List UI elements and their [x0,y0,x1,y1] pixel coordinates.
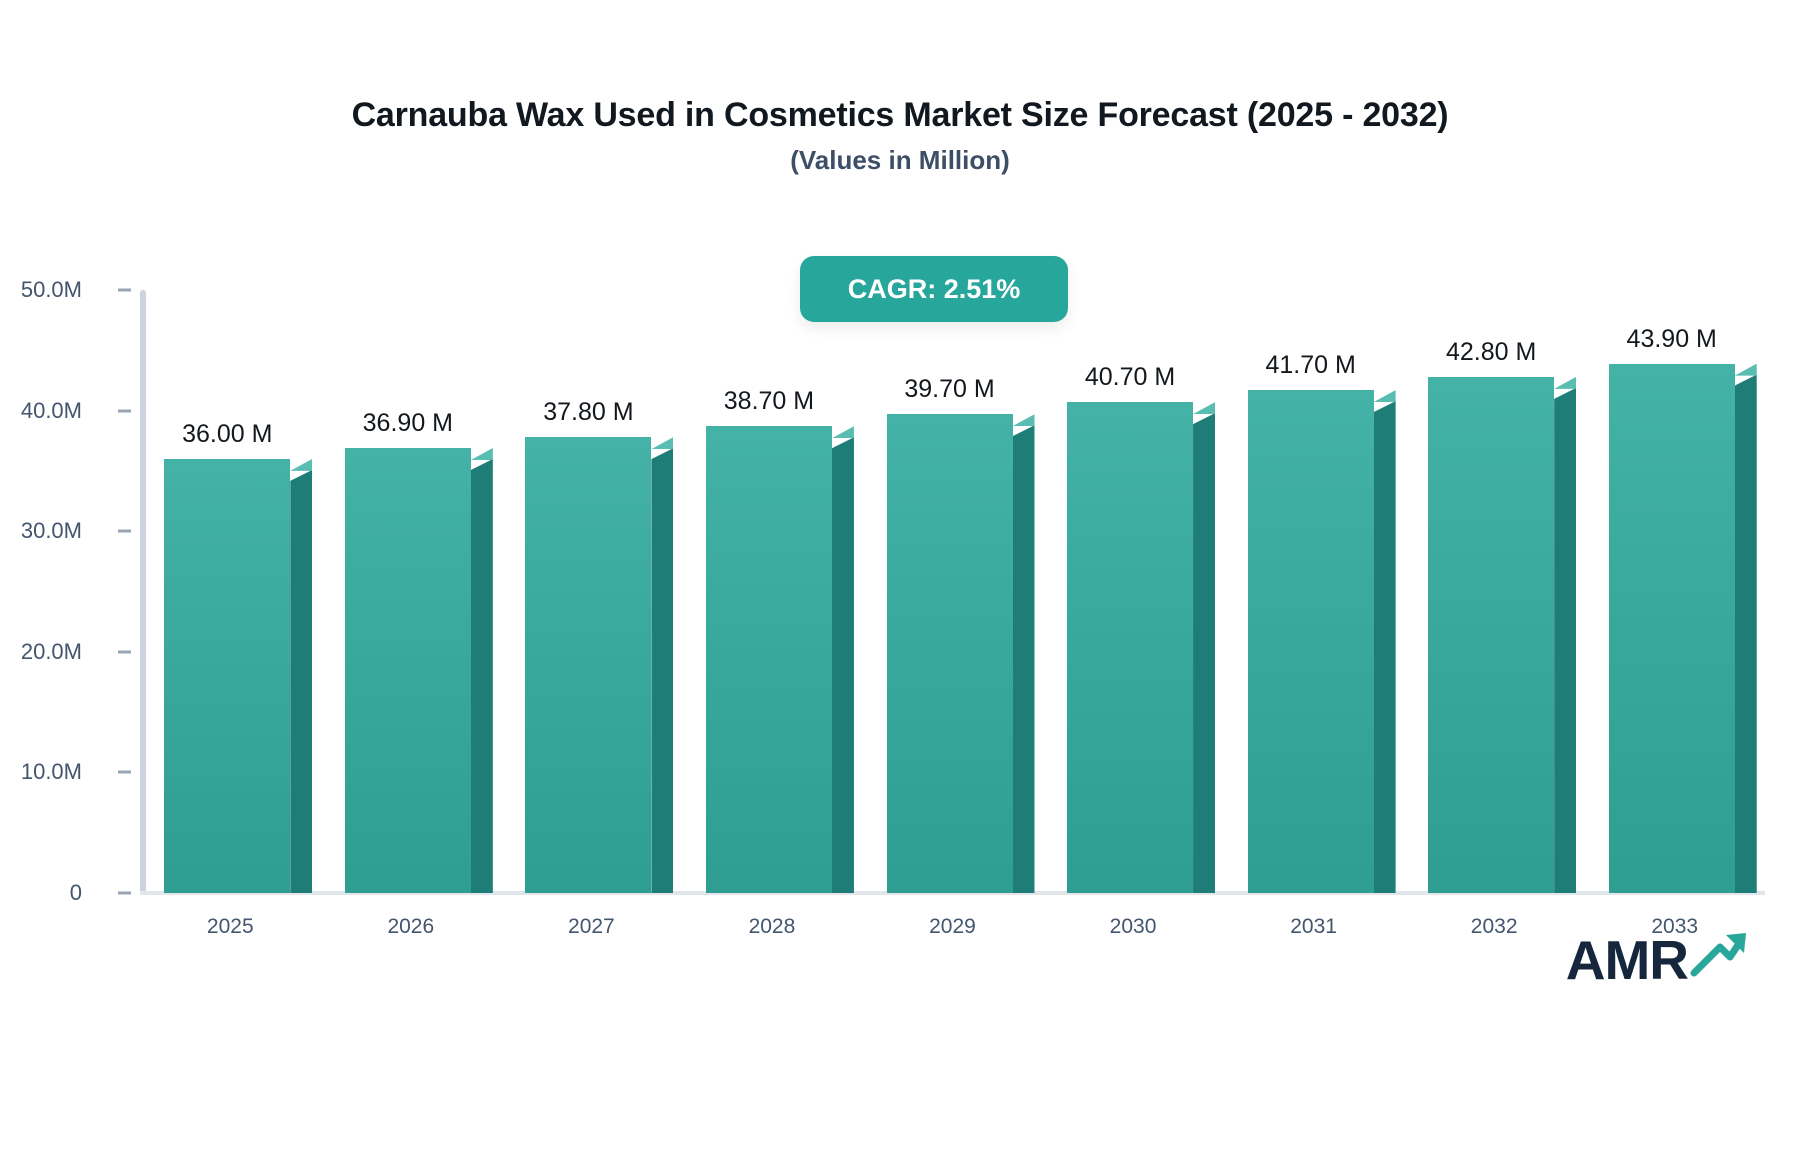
bar-column[interactable]: 41.70 M [1247,351,1396,893]
bar-value-label: 39.70 M [904,375,995,404]
bar-column[interactable]: 37.80 M [525,398,674,893]
y-axis-tick-mark [118,529,131,533]
bar-column[interactable]: 36.00 M [164,420,313,893]
bar-side-face [831,437,854,893]
bar-shape: 38.70 M [705,387,854,893]
bar-column[interactable]: 43.90 M [1608,325,1757,893]
x-axis-line [140,891,1765,895]
bar-shape: 39.70 M [886,375,1035,893]
x-axis-tick-label: 2027 [568,915,615,938]
bar-series: 36.00 M 36.90 M 37.80 M 38.70 M 39.70 M 40.70… [140,290,1765,893]
bar-column[interactable]: 40.70 M [1067,363,1216,893]
bar-value-label: 36.00 M [182,419,273,448]
growth-arrow-icon [1690,929,1748,982]
bar-top-face [1734,363,1757,376]
bar-value-label: 43.90 M [1626,324,1717,353]
bar-shape: 43.90 M [1608,325,1757,893]
y-axis-line [140,290,146,893]
y-axis-tick-label: 50.0M [20,277,82,302]
x-axis-tick-label: 2031 [1290,915,1337,938]
y-axis-tick-mark [118,409,131,413]
bar-side-face [1734,374,1757,893]
bar-column[interactable]: 36.90 M [344,409,493,893]
bar-front-face [1247,390,1374,893]
x-axis-tick-label: 2032 [1470,915,1518,938]
page-title: Carnauba Wax Used in Cosmetics Market Si… [351,96,1449,134]
bar-front-face [1428,376,1555,893]
x-axis-tick-label: 2029 [929,915,976,938]
bar-side-face [1373,401,1396,893]
bar-column[interactable]: 39.70 M [886,375,1035,893]
bar-value-label: 36.90 M [362,409,453,437]
bar-shape: 42.80 M [1428,338,1577,893]
bar-side-face [1554,387,1577,893]
bar-front-face [1067,402,1194,893]
bar-side-face [470,459,493,893]
bar-front-face [344,448,471,893]
x-axis-tick-label: 2025 [206,915,254,938]
cagr-badge-label: CAGR: 2.51% [847,273,1021,304]
bar-value-label: 37.80 M [543,398,634,427]
bar-side-face [651,448,674,893]
amr-logo: AMR [1566,929,1748,988]
bar-shape: 37.80 M [525,398,674,893]
bar-front-face [886,414,1013,893]
bar-top-face [1012,414,1035,427]
bar-value-label: 41.70 M [1265,351,1356,380]
y-axis-tick-label: 0 [69,880,82,905]
bar-side-face [290,469,313,893]
bar-shape: 36.00 M [164,420,313,893]
bar-value-label: 40.70 M [1084,363,1176,392]
bar-front-face [705,426,832,893]
bar-top-face [651,437,674,450]
bar-front-face [1608,363,1735,893]
bar-value-label: 38.70 M [723,387,815,416]
y-axis-tick-mark [118,650,131,654]
y-axis-tick-label: 30.0M [20,518,82,544]
amr-logo-text: AMR [1565,929,1689,991]
x-axis-tick-label: 2030 [1109,915,1157,938]
y-axis-tick-label: 40.0M [20,397,82,423]
bar-top-face [1193,402,1216,415]
x-axis-tick-label: 2026 [387,915,435,938]
x-axis-tick-label: 2033 [1651,915,1699,938]
chart-subtitle: (Values in Million) [790,145,1010,175]
plot-area: 50.0M 40.0M 30.0M 20.0M 10.0M 0 36.00 M 36.90 … [21,277,1765,938]
bar-top-face [470,448,493,460]
bar-column[interactable]: 38.70 M [705,387,854,893]
bar-side-face [1193,413,1216,893]
bar-top-face [290,458,313,471]
bar-side-face [1012,425,1035,893]
bar-shape: 41.70 M [1247,351,1396,893]
y-axis-tick-label: 20.0M [20,638,82,664]
bar-top-face [831,426,854,439]
bar-shape: 40.70 M [1067,363,1216,893]
bar-column[interactable]: 42.80 M [1428,338,1577,893]
bar-top-face [1554,376,1577,389]
bar-front-face [525,437,652,893]
bar-top-face [1373,390,1396,403]
y-axis-tick-mark [118,770,131,774]
cagr-badge: CAGR: 2.51% [800,256,1068,322]
y-axis-tick-label: 10.0M [20,759,82,785]
bar-shape: 36.90 M [344,409,493,893]
x-axis-tick-label: 2028 [748,915,796,938]
bar-front-face [164,458,291,893]
y-axis-tick-mark [118,288,131,292]
bar-value-label: 42.80 M [1445,337,1537,366]
y-axis-tick-mark [118,891,131,895]
